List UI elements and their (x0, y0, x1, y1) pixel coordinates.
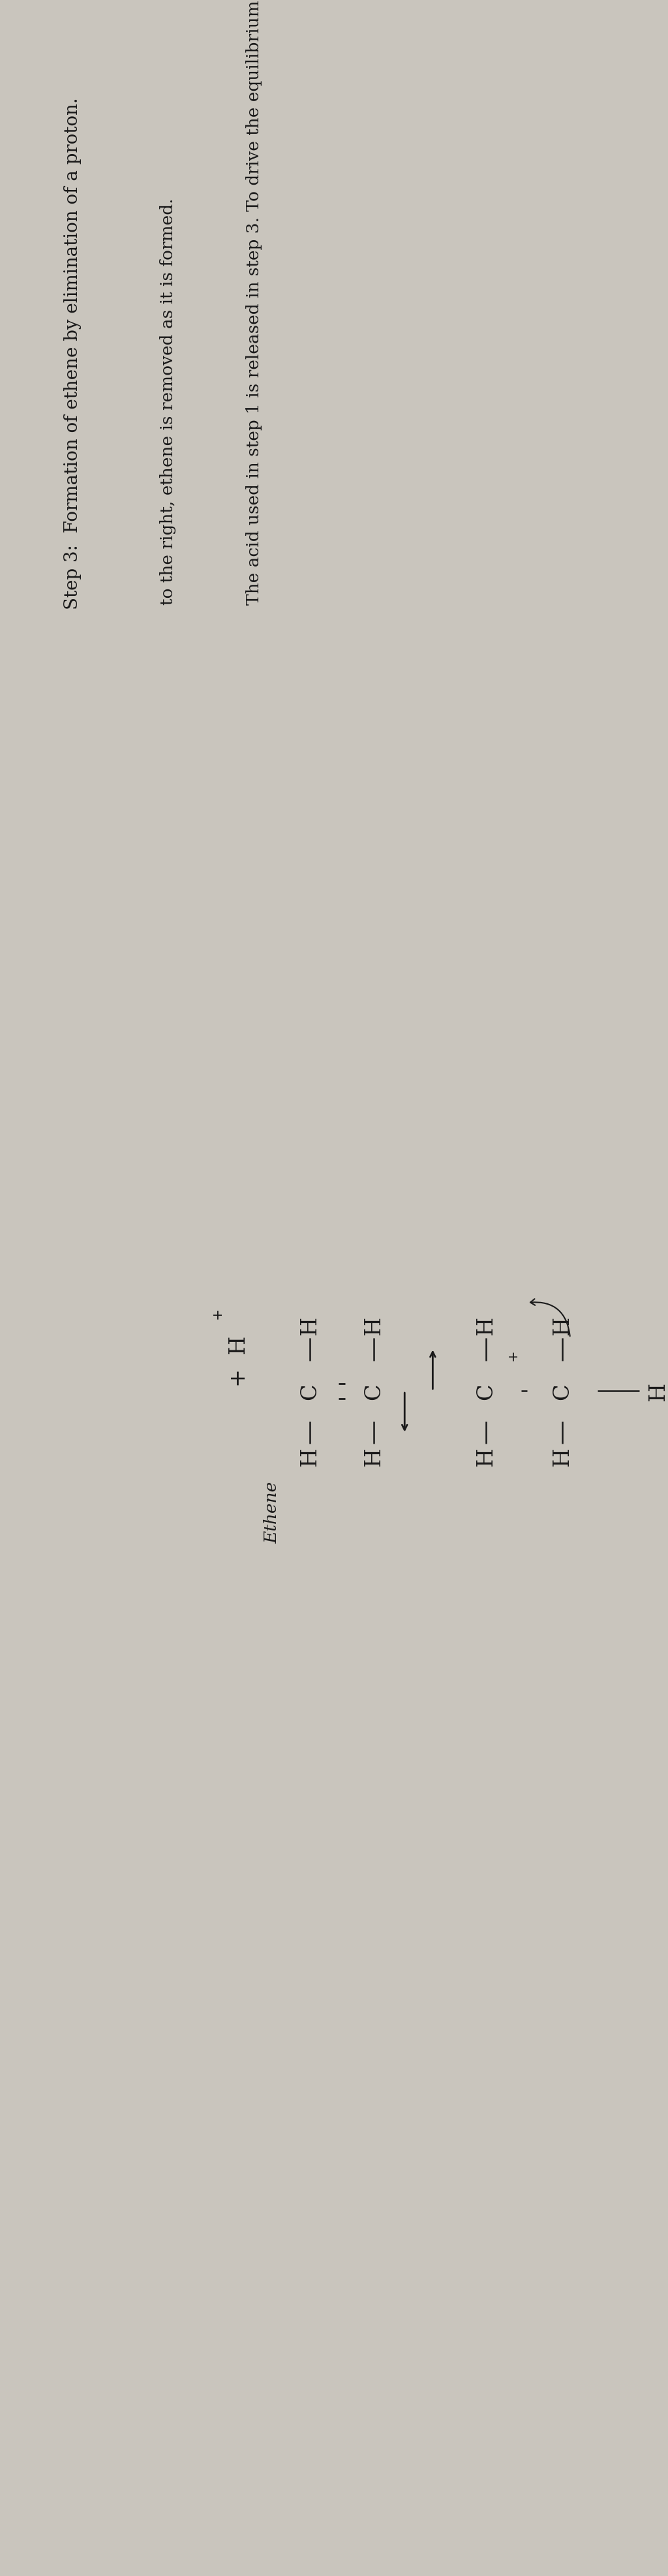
Text: Step 3:  Formation of ethene by elimination of a proton.: Step 3: Formation of ethene by eliminati… (64, 98, 81, 611)
Text: H: H (476, 1316, 496, 1334)
Text: H: H (552, 1448, 573, 1466)
Text: The acid used in step 1 is released in step 3. To drive the equilibrium: The acid used in step 1 is released in s… (246, 0, 263, 605)
Text: H: H (648, 1381, 668, 1401)
Text: C: C (363, 1383, 384, 1399)
Text: H: H (299, 1316, 321, 1334)
Text: C: C (476, 1383, 496, 1399)
Text: H: H (299, 1448, 321, 1466)
Text: +: + (506, 1350, 519, 1360)
Text: H: H (363, 1448, 384, 1466)
Text: +  H: + H (229, 1334, 250, 1386)
Text: C: C (552, 1383, 573, 1399)
Text: H: H (552, 1316, 573, 1334)
Text: H: H (363, 1316, 384, 1334)
Text: +: + (211, 1306, 224, 1319)
FancyArrowPatch shape (530, 1298, 570, 1337)
Text: H: H (476, 1448, 496, 1466)
Text: to the right, ethene is removed as it is formed.: to the right, ethene is removed as it is… (160, 198, 176, 605)
Text: C: C (299, 1383, 321, 1399)
Text: Ethene: Ethene (263, 1481, 280, 1543)
